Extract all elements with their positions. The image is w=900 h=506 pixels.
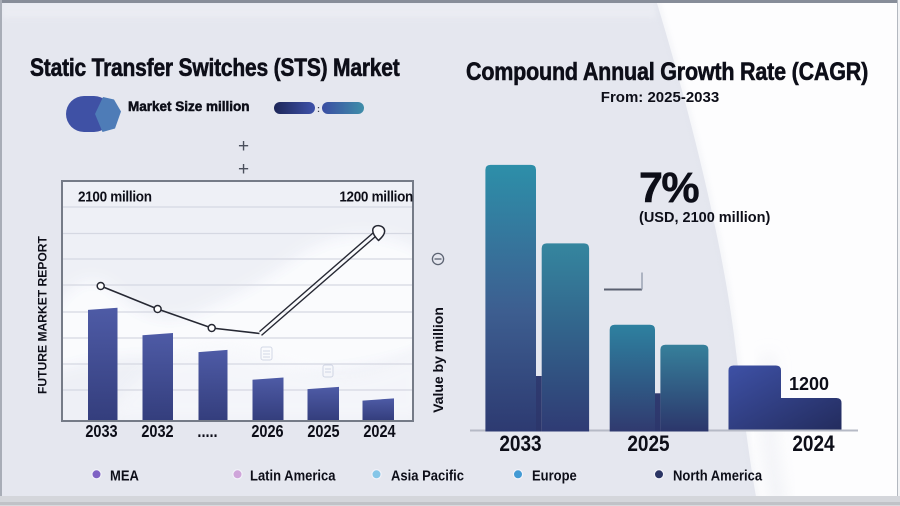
svg-text::: : [317, 104, 320, 114]
